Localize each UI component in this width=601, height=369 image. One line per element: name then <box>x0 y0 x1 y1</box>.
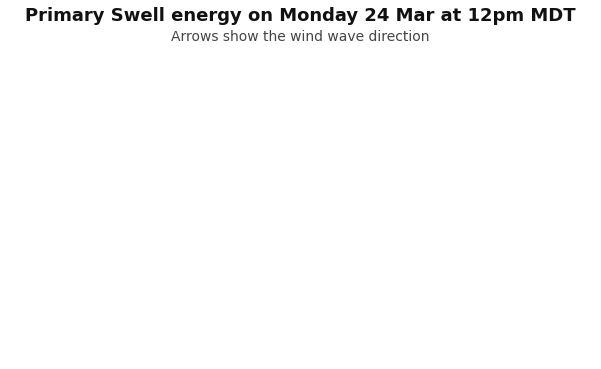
Text: Arrows show the wind wave direction: Arrows show the wind wave direction <box>171 30 430 44</box>
Text: Map unavailable (cartopy not installed): Map unavailable (cartopy not installed) <box>164 203 437 216</box>
Text: Primary Swell energy on Monday 24 Mar at 12pm MDT: Primary Swell energy on Monday 24 Mar at… <box>25 7 576 25</box>
